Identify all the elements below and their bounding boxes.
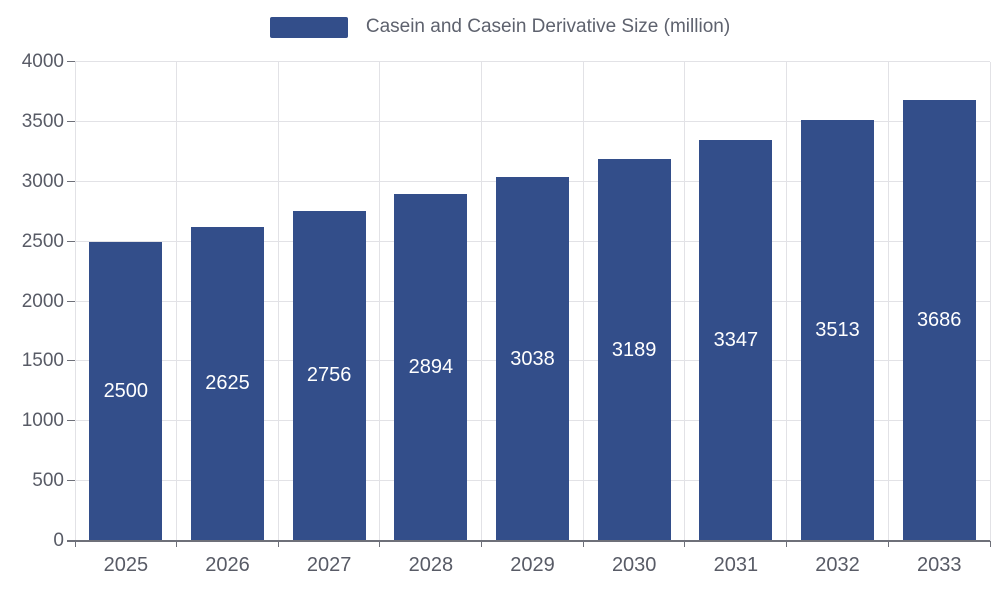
- y-axis: 0 500 1000 1500 2000 2500 3000 3500 4000: [0, 51, 64, 551]
- y-axis-tick-label: 3500: [21, 110, 64, 132]
- x-axis-tick-label: 2027: [306, 554, 352, 576]
- bar: 2756: [292, 210, 366, 541]
- legend[interactable]: Casein and Casein Derivative Size (milli…: [0, 16, 1000, 38]
- plot-area: 2500 2625 2756 2894 3038 3189 3347 3513 3686: [67, 61, 991, 542]
- gridline-vertical: [176, 62, 178, 541]
- x-axis-tick: [989, 541, 991, 547]
- y-axis-tick-label: 2500: [21, 230, 64, 252]
- x-axis-tick: [379, 541, 381, 547]
- y-axis-tick: [67, 180, 75, 182]
- x-axis-tick-label: 2029: [510, 554, 555, 576]
- bar: 2500: [89, 241, 163, 541]
- bar-value-label: 2894: [408, 356, 454, 379]
- gridline-vertical: [481, 62, 483, 541]
- y-axis-tick: [67, 240, 75, 242]
- bar-slot: 2894: [380, 62, 482, 541]
- bar-slot: 2756: [278, 62, 380, 541]
- x-axis-tick: [684, 541, 686, 547]
- x-axis-tick-label: 2028: [408, 554, 454, 576]
- bar-value-label: 2756: [306, 364, 352, 387]
- legend-label: Casein and Casein Derivative Size (milli…: [365, 16, 731, 37]
- y-axis-tick: [67, 480, 75, 482]
- bar-slot: 3686: [888, 62, 990, 541]
- bar-value-label: 3347: [713, 329, 759, 352]
- bar-slot: 3347: [685, 62, 787, 541]
- bar: 3513: [800, 120, 875, 541]
- x-axis-line: [67, 540, 990, 542]
- y-axis-tick-label: 500: [32, 470, 64, 492]
- bar-value-label: 3686: [916, 308, 962, 331]
- y-axis-tick-label: 1500: [21, 350, 64, 372]
- bar-slot: 2500: [75, 62, 177, 541]
- gridline-vertical: [786, 62, 788, 541]
- gridline-horizontal: [75, 61, 990, 62]
- x-axis-tick: [74, 541, 76, 547]
- x-axis-tick-label: 2033: [916, 554, 962, 576]
- x-axis-tick-label: 2025: [103, 554, 149, 576]
- bar: 2625: [190, 226, 265, 541]
- x-axis-ticks: [74, 541, 991, 547]
- gridline-vertical: [684, 62, 686, 541]
- x-axis-tick: [176, 541, 178, 547]
- legend-swatch-icon: [269, 16, 348, 38]
- bar: 3686: [902, 99, 976, 541]
- y-axis-tick-label: 1000: [21, 410, 64, 432]
- x-axis-tick-label: 2032: [815, 554, 860, 576]
- y-axis-tick-label: 4000: [21, 51, 64, 72]
- bar: 3038: [495, 177, 570, 541]
- y-axis-tick: [67, 300, 75, 302]
- y-axis-tick: [67, 360, 75, 362]
- gridline-horizontal: [75, 120, 990, 122]
- bar-slot: 2625: [177, 62, 279, 541]
- x-axis-tick: [786, 541, 788, 547]
- gridline-vertical: [74, 62, 76, 541]
- y-axis-tick-label: 2000: [21, 290, 64, 312]
- x-axis-tick: [277, 541, 279, 547]
- x-axis-tick-label: 2026: [205, 554, 250, 576]
- y-axis-tick: [67, 420, 75, 422]
- x-axis-tick: [582, 541, 584, 547]
- gridline-vertical: [582, 62, 584, 541]
- y-axis-tick: [67, 61, 75, 62]
- y-axis-tick-label: 3000: [21, 170, 64, 192]
- bar-value-label: 2500: [103, 379, 149, 402]
- bars: 2500 2625 2756 2894 3038 3189 3347 3513 3686: [75, 62, 990, 541]
- bar-slot: 3038: [482, 62, 584, 541]
- bar: 3347: [699, 140, 773, 541]
- bar-slot: 3189: [583, 62, 685, 541]
- gridline-vertical: [277, 62, 279, 541]
- x-axis-tick: [481, 541, 483, 547]
- x-axis-tick: [887, 541, 889, 547]
- gridline-vertical: [989, 62, 991, 541]
- gridline-vertical: [379, 62, 381, 541]
- bar: 3189: [597, 159, 671, 541]
- bar-value-label: 3189: [611, 338, 657, 361]
- bar-value-label: 3038: [510, 347, 555, 370]
- gridline-vertical: [887, 62, 889, 541]
- y-axis-tick: [67, 120, 75, 122]
- bar-value-label: 2625: [205, 372, 250, 395]
- x-axis-tick-label: 2031: [713, 554, 759, 576]
- bar: 2894: [394, 194, 468, 541]
- bar-slot: 3513: [787, 62, 889, 541]
- x-axis-tick-label: 2030: [611, 554, 657, 576]
- x-axis: 2025 2026 2027 2028 2029 2030 2031 2032 2033: [75, 554, 990, 577]
- bar-value-label: 3513: [815, 319, 860, 342]
- y-axis-tick-label: 0: [53, 530, 64, 551]
